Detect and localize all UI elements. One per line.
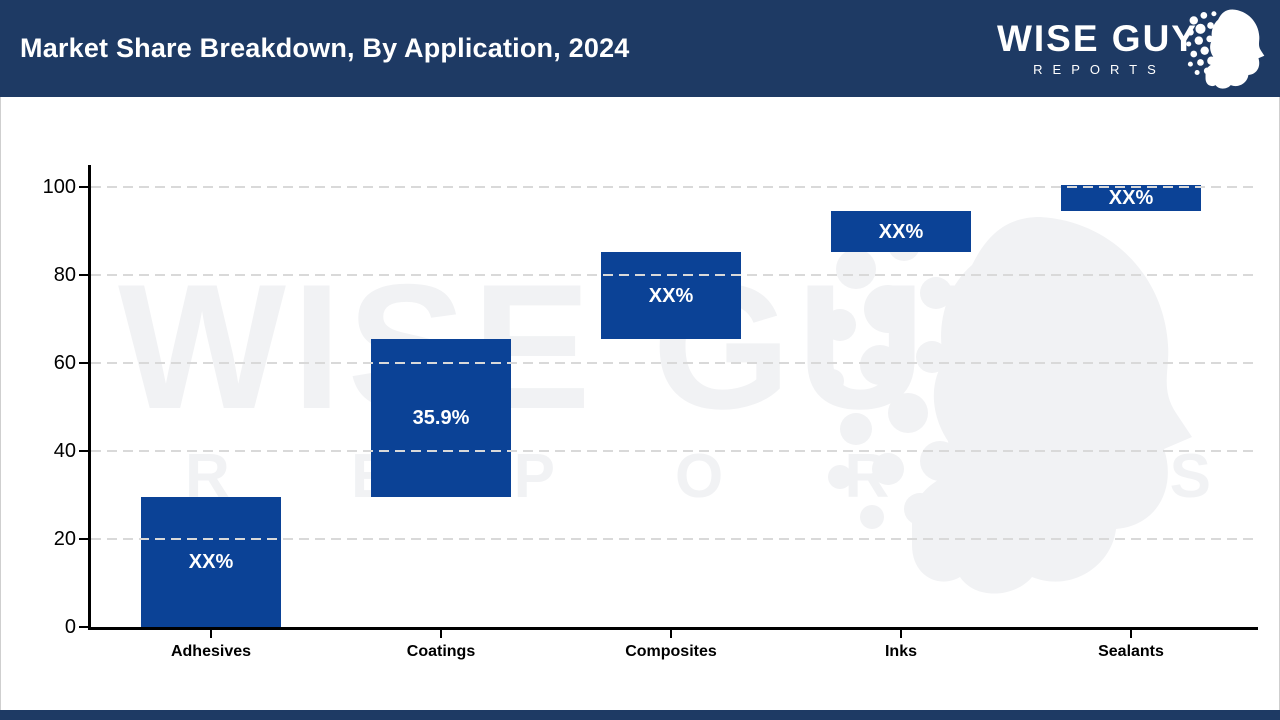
y-axis-line: [88, 165, 91, 630]
x-tick-label: Sealants: [1098, 643, 1164, 660]
logo-wordmark: WISE GUY: [996, 18, 1198, 59]
gridline: [91, 362, 1258, 364]
page-title: Market Share Breakdown, By Application, …: [20, 33, 630, 63]
wise-guy-reports-logo: WISE GUY REPORTS: [997, 7, 1280, 91]
bar-value-label: XX%: [648, 284, 694, 307]
waterfall-chart: 0 20 40 60 80 100 XX% Adhesives 35.9% Coatings XX%…: [0, 97, 1280, 710]
x-axis-tick: [670, 630, 672, 638]
x-tick-label: Coatings: [406, 643, 476, 660]
x-axis-tick: [210, 630, 212, 638]
gridline: [91, 274, 1258, 276]
x-tick-label: Adhesives: [170, 643, 252, 660]
y-tick-label: 80: [53, 264, 76, 286]
y-tick-label: 40: [53, 440, 76, 462]
y-tick-label: 20: [53, 528, 76, 550]
bar-value-label: XX%: [188, 551, 234, 574]
y-axis-tick: [79, 186, 88, 188]
bar-value-label: XX%: [1108, 187, 1154, 210]
y-axis-tick: [79, 274, 88, 276]
x-axis-line: [88, 627, 1258, 630]
bar-value-label: XX%: [878, 220, 924, 243]
logo-text: WISE GUY REPORTS: [997, 20, 1198, 77]
y-axis-tick: [79, 538, 88, 540]
x-axis-tick: [440, 630, 442, 638]
y-axis-tick: [79, 362, 88, 364]
y-tick-label: 100: [42, 176, 76, 198]
bar-inks: [831, 211, 971, 253]
x-axis-tick: [900, 630, 902, 638]
x-tick-label: Composites: [625, 643, 717, 660]
y-tick-label: 0: [64, 616, 76, 638]
header-bar: Market Share Breakdown, By Application, …: [0, 0, 1280, 97]
logo-head-icon: [1182, 7, 1266, 91]
bar-value-label: 35.9%: [412, 407, 470, 430]
gridline: [91, 450, 1258, 452]
logo-subtitle: REPORTS: [1033, 62, 1166, 77]
bar-sealants: [1061, 185, 1201, 212]
bar-coatings: [371, 339, 511, 498]
bar-composites: [601, 252, 741, 340]
footer-bar: [0, 710, 1280, 720]
y-axis-tick: [79, 626, 88, 628]
x-tick-label: Inks: [884, 643, 917, 660]
x-axis-tick: [1130, 630, 1132, 638]
y-axis-tick: [79, 450, 88, 452]
bar-adhesives: [141, 497, 281, 627]
y-tick-label: 60: [53, 352, 76, 374]
gridline: [91, 186, 1258, 188]
gridline: [91, 538, 1258, 540]
